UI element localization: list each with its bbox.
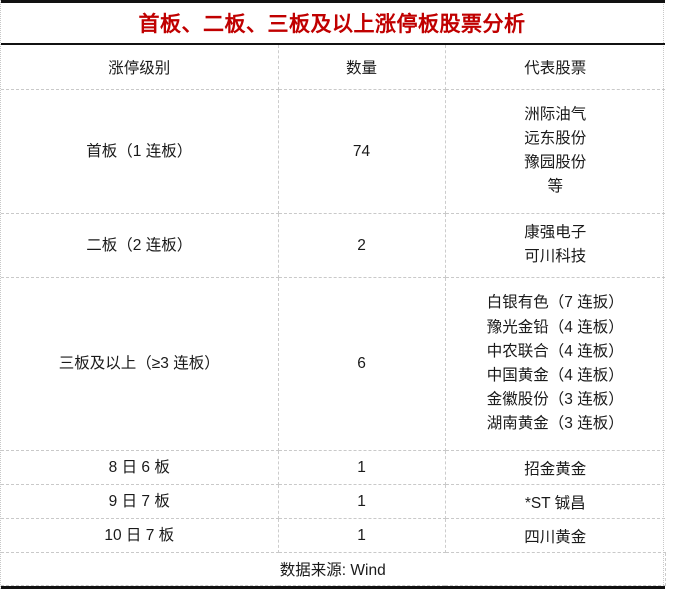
cell-level: 9 日 7 板 — [1, 484, 279, 520]
column-header-count: 数量 — [278, 45, 446, 90]
table-row: 10 日 7 板 1 四川黄金 — [1, 518, 665, 554]
header-row: 涨停级别 数量 代表股票 — [1, 45, 665, 90]
cell-count: 2 — [278, 213, 446, 279]
table-row: 8 日 6 板 1 招金黄金 — [1, 450, 665, 486]
footer-row: 数据来源: Wind — [1, 552, 666, 587]
table-row: 9 日 7 板 1 *ST 铖昌 — [1, 484, 665, 520]
stock-name: 远东股份 — [524, 129, 587, 147]
stock-name: 等 — [547, 178, 563, 196]
top-border-rule — [1, 0, 665, 3]
stock-name: 豫园股份 — [524, 154, 587, 171]
table-row: 首板（1 连板） 74 洲际油气 远东股份 豫园股份 等 — [1, 89, 666, 214]
column-header-stocks: 代表股票 — [445, 45, 665, 90]
page-title: 首板、二板、三板及以上涨停板股票分析 — [138, 13, 526, 36]
stock-name: 康强电子 — [524, 224, 587, 241]
cell-count: 1 — [278, 450, 446, 486]
table-header: 涨停级别 数量 代表股票 — [1, 45, 665, 90]
stock-name: 中国黄金（4 连板） — [486, 366, 624, 384]
cell-level: 首板（1 连板） — [1, 89, 279, 214]
table-title-row: 首板、二板、三板及以上涨停板股票分析 — [1, 3, 663, 43]
cell-count: 6 — [278, 277, 446, 452]
table-body: 首板（1 连板） 74 洲际油气 远东股份 豫园股份 等 二板（2 连板） 2 … — [1, 89, 666, 587]
cell-stocks: 招金黄金 — [445, 450, 665, 486]
stock-name: 洲际油气 — [524, 105, 587, 123]
analysis-grid: 涨停级别 数量 代表股票 首板（1 连板） 74 洲际油气 远东股份 豫园股份 … — [1, 45, 666, 587]
cell-count: 1 — [278, 484, 446, 520]
stock-name: 白银有色（7 连扳） — [486, 294, 624, 312]
stock-name: 金徽股份（3 连板） — [486, 390, 624, 408]
data-source-note: 数据来源: Wind — [1, 552, 666, 587]
stock-name: 可川科技 — [524, 248, 587, 266]
title-divider-rule — [1, 43, 665, 45]
stock-name: 湖南黄金（3 连板） — [486, 414, 624, 432]
cell-count: 1 — [278, 518, 446, 554]
cell-stocks: 四川黄金 — [445, 518, 665, 554]
cell-stocks: 洲际油气 远东股份 豫园股份 等 — [445, 89, 666, 214]
stock-list: 洲际油气 远东股份 豫园股份 等 — [446, 96, 666, 207]
cell-level: 三板及以上（≥3 连板） — [1, 277, 279, 452]
cell-count: 74 — [278, 89, 446, 214]
cell-stocks: 白银有色（7 连扳） 豫光金铅（4 连板） 中农联合（4 连板） 中国黄金（4 … — [445, 277, 666, 452]
column-header-level: 涨停级别 — [1, 45, 279, 90]
cell-stocks: *ST 铖昌 — [445, 484, 665, 520]
stock-name: 中农联合（4 连板） — [486, 342, 624, 360]
table-row: 二板（2 连板） 2 康强电子 可川科技 — [1, 213, 666, 279]
table-row: 三板及以上（≥3 连板） 6 白银有色（7 连扳） 豫光金铅（4 连板） 中农联… — [1, 277, 666, 452]
stock-name: 豫光金铅（4 连板） — [486, 318, 624, 336]
stock-list: 白银有色（7 连扳） 豫光金铅（4 连板） 中农联合（4 连板） 中国黄金（4 … — [446, 284, 666, 443]
stock-list: 康强电子 可川科技 — [446, 214, 666, 277]
cell-level: 8 日 6 板 — [1, 450, 279, 486]
cell-level: 10 日 7 板 — [1, 518, 279, 554]
cell-stocks: 康强电子 可川科技 — [445, 213, 666, 279]
cell-level: 二板（2 连板） — [1, 213, 279, 279]
